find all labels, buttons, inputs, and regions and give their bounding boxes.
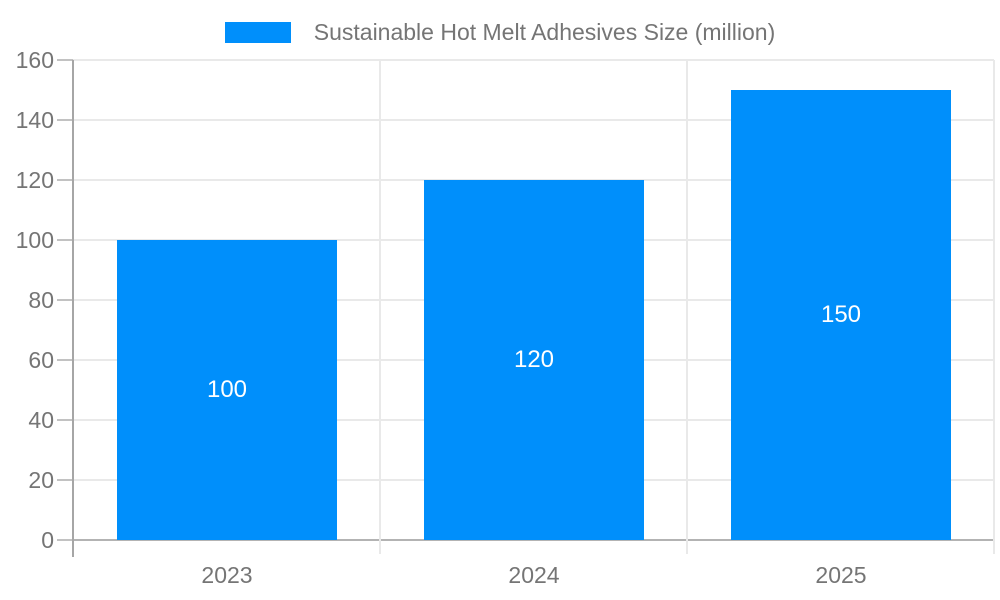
gridline-vertical: [686, 60, 688, 540]
legend-label: Sustainable Hot Melt Adhesives Size (mil…: [313, 18, 776, 45]
y-axis-tick-label: 100: [15, 227, 54, 253]
y-axis-tick-label: 120: [15, 167, 54, 193]
y-axis-tick-label: 40: [28, 407, 54, 433]
y-axis-tick-label: 60: [28, 347, 54, 373]
legend-marker: [224, 21, 291, 43]
y-axis-tick-label: 80: [28, 287, 54, 313]
y-axis-tick: [57, 239, 73, 241]
x-axis-line: [73, 539, 994, 541]
y-axis-tick: [57, 179, 73, 181]
bar: [424, 180, 644, 540]
y-axis-tick: [57, 119, 73, 121]
x-axis-tick-label: 2024: [508, 562, 560, 588]
y-axis-tick-label: 160: [15, 47, 54, 73]
gridline-vertical: [993, 60, 995, 540]
y-axis-tick-label: 140: [15, 107, 54, 133]
y-axis-tick: [57, 419, 73, 421]
bar-data-label: 120: [513, 346, 555, 373]
y-axis-tick-label: 20: [28, 467, 54, 493]
x-axis-tick-label: 2025: [815, 562, 867, 588]
gridline: [73, 119, 994, 121]
bar: [731, 90, 951, 540]
y-axis-tick: [57, 59, 73, 61]
legend[interactable]: Sustainable Hot Melt Adhesives Size (mil…: [0, 19, 1000, 45]
y-axis-tick: [57, 539, 73, 541]
bar: [117, 240, 337, 540]
x-axis-tick-label: 2023: [201, 562, 253, 588]
y-axis-tick-label: 0: [41, 527, 54, 553]
y-axis-tick: [57, 359, 73, 361]
y-axis-tick: [57, 299, 73, 301]
x-axis-tick: [686, 540, 688, 554]
bar-data-label: 100: [206, 376, 248, 403]
y-axis-line: [72, 60, 74, 557]
gridline: [73, 59, 994, 61]
bar-data-label: 150: [820, 301, 862, 328]
x-axis-tick: [993, 540, 995, 554]
x-axis-tick: [379, 540, 381, 554]
y-axis-tick: [57, 479, 73, 481]
gridline-vertical: [379, 60, 381, 540]
